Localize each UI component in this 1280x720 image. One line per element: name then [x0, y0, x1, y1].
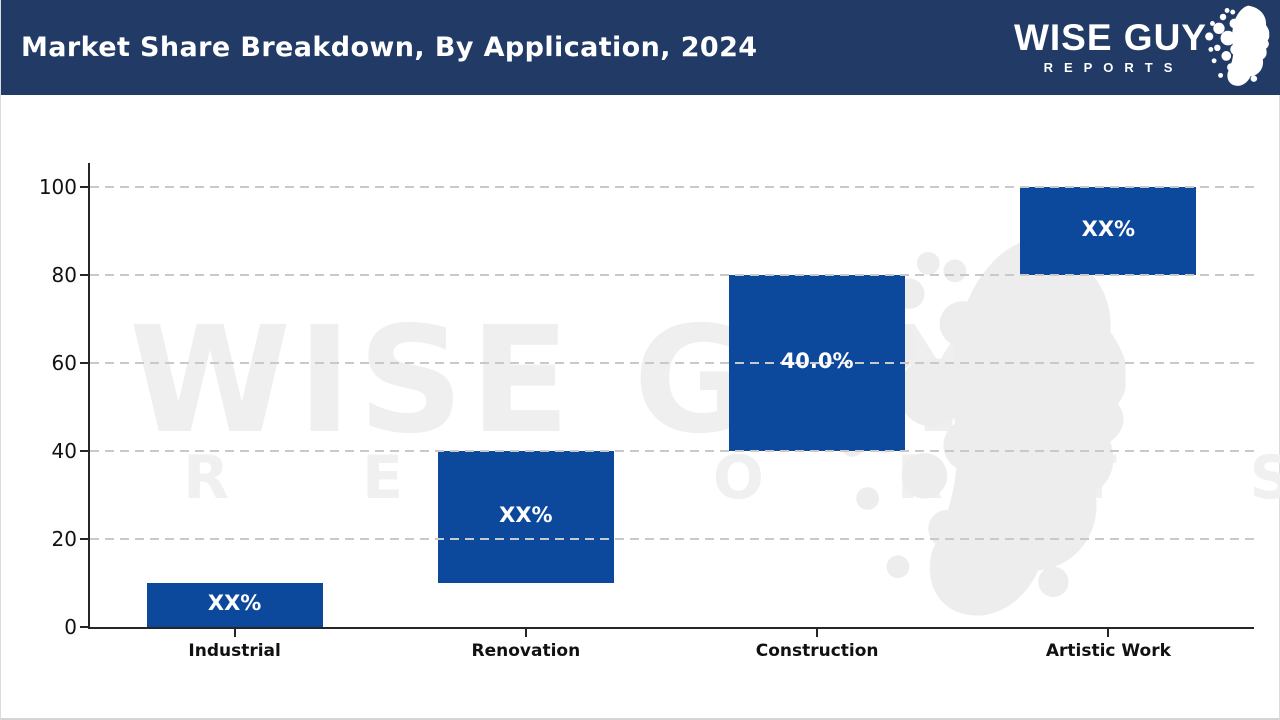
gridline-60 [90, 362, 1254, 364]
y-axis-spine [88, 163, 90, 629]
y-tick-mark-100 [80, 186, 88, 188]
y-tick-mark-80 [80, 274, 88, 276]
y-tick-mark-0 [80, 626, 88, 628]
x-tick-mark-industrial [233, 629, 236, 637]
x-tick-mark-artistic-work [1107, 629, 1110, 637]
y-tick-label-100: 100 [38, 175, 77, 199]
y-tick-mark-60 [80, 362, 88, 364]
logo-name: WISE GUY [1013, 17, 1207, 59]
x-tick-label-industrial: Industrial [188, 641, 281, 661]
dotted-head-icon [1199, 4, 1273, 90]
x-tick-label-construction: Construction [755, 641, 879, 661]
x-tick-mark-renovation [524, 629, 527, 637]
y-tick-mark-40 [80, 450, 88, 452]
gridline-40 [90, 450, 1254, 452]
x-tick-mark-construction [816, 629, 819, 637]
y-tick-label-0: 0 [64, 615, 77, 639]
gridline-20 [90, 538, 1254, 540]
bar-value-construction: 40.0% [780, 349, 854, 373]
logo-subtitle: REPORTS [1043, 59, 1184, 75]
gridline-80 [90, 274, 1254, 276]
y-tick-label-60: 60 [51, 351, 77, 375]
chart-title: Market Share Breakdown, By Application, … [21, 32, 758, 63]
logo-wordmark: WISE GUY REPORTS [1013, 17, 1207, 75]
bar-renovation [437, 451, 614, 583]
gridline-100 [90, 186, 1254, 188]
y-tick-label-80: 80 [51, 263, 77, 287]
bar-value-industrial: XX% [207, 591, 262, 615]
bar-value-artistic-work: XX% [1081, 217, 1136, 241]
header-bar: Market Share Breakdown, By Application, … [1, 0, 1280, 95]
x-axis-spine [88, 627, 1254, 629]
wiseguy-logo: WISE GUY REPORTS [1014, 4, 1273, 90]
bar-industrial [146, 583, 323, 627]
x-tick-label-artistic-work: Artistic Work [1045, 641, 1171, 661]
y-tick-label-20: 20 [51, 527, 77, 551]
x-tick-label-renovation: Renovation [471, 641, 581, 661]
y-tick-label-40: 40 [51, 439, 77, 463]
bar-artistic-work [1020, 187, 1197, 275]
bar-value-renovation: XX% [499, 503, 553, 527]
y-tick-mark-20 [80, 538, 88, 540]
